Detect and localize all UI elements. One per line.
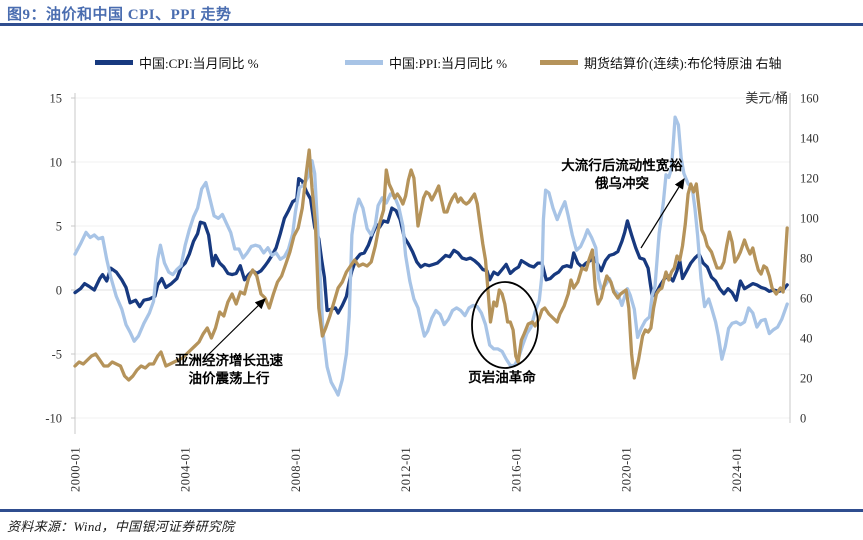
- legend-item-ppi: 中国:PPI:当月同比 %: [345, 53, 507, 71]
- legend-label-cpi: 中国:CPI:当月同比 %: [139, 55, 259, 71]
- left-axis-tick-label: 10: [50, 156, 63, 170]
- annotation-ellipse-shale: [471, 281, 539, 369]
- series-line-2: [73, 148, 789, 382]
- right-axis-tick-label: 100: [800, 212, 819, 226]
- x-axis-tick-label: 2004-01: [179, 447, 193, 492]
- line-chart-canvas: 15 10 5 0 -5 -10 160 140 120 100 80 60 40 20 0 美元/桶 2000…: [45, 91, 818, 493]
- x-axis-tick-label: 2016-01: [509, 447, 523, 492]
- annotation-arrow-asia: [205, 298, 266, 358]
- x-axis-tick-label: 2000-01: [69, 447, 83, 492]
- annotation-arrow-pandemic: [640, 177, 685, 249]
- brent-line-swatch-icon: [540, 59, 578, 65]
- left-axis-tick-label: 0: [56, 284, 62, 298]
- right-axis-tick-label: 80: [800, 252, 813, 266]
- axes: [71, 93, 791, 434]
- bottom-rule: [0, 509, 863, 512]
- annotation-text-pandemic: 大流行后流动性宽裕: [561, 157, 683, 173]
- right-axis-tick-label: 60: [800, 292, 813, 306]
- source-note: 资料来源：Wind，中国银河证券研究院: [7, 519, 235, 534]
- right-axis-tick-label: 20: [800, 372, 813, 386]
- data-series: [73, 115, 789, 397]
- x-axis-tick-label: 2012-01: [399, 447, 413, 492]
- left-axis-tick-label: 5: [56, 220, 62, 234]
- axis-tick-labels: 15 10 5 0 -5 -10 160 140 120 100 80 60 40 20 0 美元/桶 2000…: [45, 91, 818, 493]
- right-axis-tick-label: 0: [800, 412, 806, 426]
- legend-item-brent: 期货结算价(连续):布伦特原油 右轴: [540, 53, 782, 71]
- series-line-1: [73, 115, 789, 397]
- annotation-text-asia: 亚洲经济增长迅速: [175, 352, 283, 368]
- legend-label-ppi: 中国:PPI:当月同比 %: [389, 55, 508, 71]
- right-axis-unit-label: 美元/桶: [745, 91, 788, 106]
- right-axis-tick-label: 120: [800, 172, 819, 186]
- left-axis-tick-label: 15: [50, 92, 63, 106]
- right-axis-tick-label: 160: [800, 92, 819, 106]
- gridlines: [75, 97, 790, 419]
- left-axis-tick-label: -5: [52, 348, 62, 362]
- annotation-text-pandemic: 俄乌冲突: [594, 175, 649, 191]
- cpi-line-swatch-icon: [95, 59, 133, 65]
- title-rule: [0, 23, 863, 26]
- legend-label-brent: 期货结算价(连续):布伦特原油 右轴: [584, 55, 782, 71]
- x-axis-tick-label: 2024-01: [730, 447, 744, 492]
- annotation-text-shale: 页岩油革命: [468, 369, 536, 385]
- legend-item-cpi: 中国:CPI:当月同比 %: [95, 53, 259, 71]
- x-axis-tick-label: 2020-01: [620, 447, 634, 492]
- ppi-line-swatch-icon: [345, 59, 383, 65]
- page-title: 图9：油价和中国 CPI、PPI 走势: [7, 7, 232, 23]
- annotation-text-asia: 油价震荡上行: [189, 370, 270, 386]
- left-axis-tick-label: -10: [45, 412, 62, 426]
- right-axis-tick-label: 40: [800, 332, 813, 346]
- x-axis-tick-label: 2008-01: [289, 447, 303, 492]
- right-axis-tick-label: 140: [800, 132, 819, 146]
- chart-legend: 中国:CPI:当月同比 % 中国:PPI:当月同比 % 期货结算价(连续):布伦…: [0, 53, 863, 71]
